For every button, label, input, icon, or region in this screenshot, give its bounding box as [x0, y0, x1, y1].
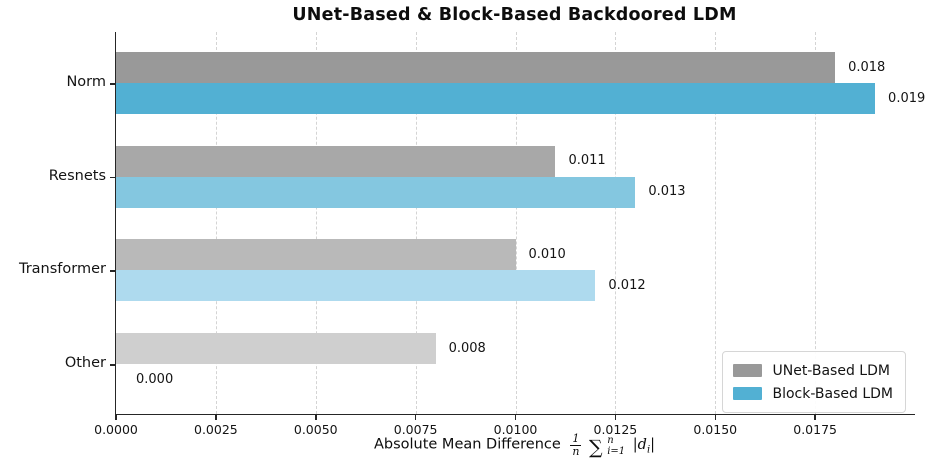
legend-swatch-blue: [733, 387, 763, 400]
bar-resnets-unet: [116, 145, 556, 177]
gridline: [715, 32, 717, 414]
x-tick-label: 0.0125: [593, 422, 638, 437]
bar-resnets-block: [116, 176, 636, 208]
gridline: [615, 32, 617, 414]
bar-value-label: 0.008: [448, 340, 486, 356]
legend-label: UNet-Based LDM: [772, 362, 890, 379]
x-tick-label: 0.0100: [493, 422, 538, 437]
x-tick-mark: [215, 415, 217, 420]
x-tick-label: 0.0075: [393, 422, 438, 437]
legend: UNet-Based LDM Block-Based LDM: [722, 351, 906, 413]
gridline: [315, 32, 317, 414]
plot-area: 0.018 0.011 0.010 0.008 0.019 0.013 0.012 0.000…: [94, 32, 925, 437]
x-tick-mark: [414, 415, 417, 420]
bar-norm-block: [116, 83, 876, 114]
x-tick-label: 0.0000: [94, 422, 138, 437]
chart-title: UNet-Based & Block-Based Backdoored LDM: [292, 5, 737, 25]
summation-limits: n i=1: [607, 434, 626, 457]
bar-value-label: 0.013: [648, 184, 686, 200]
x-tick-label: 0.0175: [793, 422, 837, 437]
gridline: [415, 32, 417, 414]
gridline: [815, 32, 817, 414]
y-tick-label-transformer: Transformer: [18, 261, 106, 278]
abs-term: |di|: [632, 436, 656, 456]
x-tick-mark: [714, 415, 716, 420]
y-tick-mark: [110, 270, 115, 272]
x-tick-mark: [614, 415, 617, 420]
x-tick-label: 0.0025: [194, 422, 238, 437]
x-tick-label: 0.0150: [693, 422, 738, 437]
bar-value-label: 0.012: [608, 277, 646, 293]
x-tick-mark: [115, 415, 117, 420]
bar-norm-unet: [116, 52, 836, 83]
y-tick-mark: [110, 176, 115, 179]
x-tick-mark: [315, 415, 317, 420]
y-tick-label-resnets: Resnets: [48, 167, 106, 184]
gridline: [515, 32, 517, 414]
legend-item-block: Block-Based LDM: [733, 382, 893, 405]
bar-value-label: 0.019: [888, 90, 926, 106]
bar-value-label: 0.011: [568, 153, 606, 169]
legend-label: Block-Based LDM: [772, 385, 893, 402]
summation-icon: ∑: [589, 436, 603, 459]
gridline: [215, 32, 217, 414]
x-tick-mark: [514, 415, 517, 420]
bar-value-label: 0.018: [848, 59, 886, 75]
x-tick-label: 0.0050: [293, 422, 338, 437]
bar-value-label: 0.000: [136, 371, 174, 387]
bar-value-label: 0.010: [528, 246, 566, 262]
bar-transformer-unet: [116, 239, 516, 271]
y-tick-mark: [110, 364, 115, 366]
x-tick-mark: [814, 415, 816, 420]
bar-other-unet: [116, 333, 436, 365]
bar-transformer-block: [116, 270, 596, 302]
x-axis-label-text: Absolute Mean Difference: [373, 436, 561, 453]
legend-item-unet: UNet-Based LDM: [733, 359, 893, 382]
y-tick-label-other: Other: [64, 355, 106, 372]
legend-swatch-gray: [733, 364, 763, 377]
y-tick-label-norm: Norm: [66, 74, 106, 90]
y-tick-mark: [110, 83, 115, 85]
